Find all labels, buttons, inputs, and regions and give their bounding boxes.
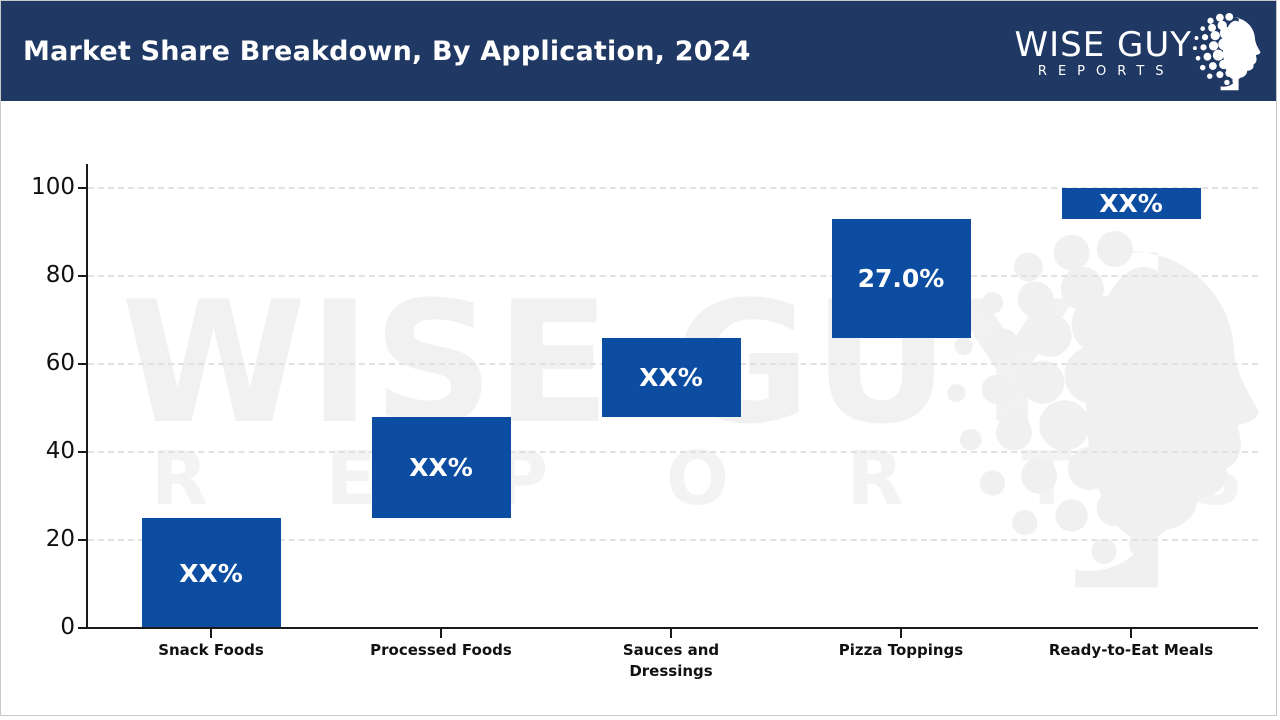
gridline-80: [88, 275, 1258, 277]
x-tick-mark-processed-foods: [440, 629, 442, 638]
bar-label-sauces-and-dressings: XX%: [639, 362, 703, 392]
x-tick-mark-sauces-and-dressings: [670, 629, 672, 638]
header-background: [1, 1, 1276, 101]
gridline-100: [88, 187, 1258, 189]
gridline-20: [88, 539, 1258, 541]
y-tick-mark-40: [78, 451, 87, 453]
bar-label-ready-to-eat-meals: XX%: [1099, 188, 1163, 218]
x-tick-mark-snack-foods: [210, 629, 212, 638]
logo-text: WISE GUY REPORTS: [1014, 27, 1192, 79]
gridline-40: [88, 451, 1258, 453]
x-tick-mark-pizza-toppings: [900, 629, 902, 638]
x-tick-mark-ready-to-eat-meals: [1130, 629, 1132, 638]
y-tick-label-0: 0: [60, 614, 75, 640]
header-bar: Market Share Breakdown, By Application, …: [1, 1, 1276, 101]
y-tick-mark-20: [78, 539, 87, 541]
bar-sauces-and-dressings: XX%: [601, 337, 741, 417]
x-tick-label-snack-foods: Snack Foods: [158, 641, 264, 659]
y-axis-line: [86, 164, 88, 629]
y-tick-label-60: 60: [45, 350, 75, 376]
watermark-head-icon: [947, 231, 1259, 588]
y-tick-label-100: 100: [31, 174, 75, 200]
y-tick-mark-100: [78, 187, 87, 189]
bar-label-processed-foods: XX%: [409, 452, 473, 482]
wise-guy-reports-logo: WISE GUY REPORTS: [1012, 7, 1262, 97]
y-tick-label-80: 80: [45, 262, 75, 288]
x-axis-line: [86, 627, 1258, 629]
y-tick-label-40: 40: [45, 438, 75, 464]
x-tick-label-sauces-and-dressings: Sauces and Dressings: [622, 641, 720, 680]
x-tick-label-processed-foods: Processed Foods: [370, 641, 512, 659]
logo-head-icon: [1192, 13, 1261, 91]
bar-label-pizza-toppings: 27.0%: [857, 263, 945, 293]
bar-label-snack-foods: XX%: [179, 558, 243, 588]
y-tick-mark-0: [78, 627, 87, 629]
bar-pizza-toppings: 27.0%: [831, 218, 971, 338]
y-tick-label-20: 20: [45, 526, 75, 552]
chart-title: Market Share Breakdown, By Application, …: [23, 35, 751, 67]
logo-reports-label: REPORTS: [1037, 64, 1175, 79]
x-tick-label-pizza-toppings: Pizza Toppings: [838, 641, 964, 659]
logo-wiseguy-label: WISE GUY: [1014, 25, 1192, 65]
bar-ready-to-eat-meals: XX%: [1061, 188, 1201, 219]
y-tick-mark-80: [78, 275, 87, 277]
bar-snack-foods: XX%: [141, 518, 281, 628]
y-tick-mark-60: [78, 363, 87, 365]
x-tick-label-ready-to-eat-meals: Ready-to-Eat Meals: [1048, 641, 1214, 659]
bar-processed-foods: XX%: [371, 416, 511, 518]
